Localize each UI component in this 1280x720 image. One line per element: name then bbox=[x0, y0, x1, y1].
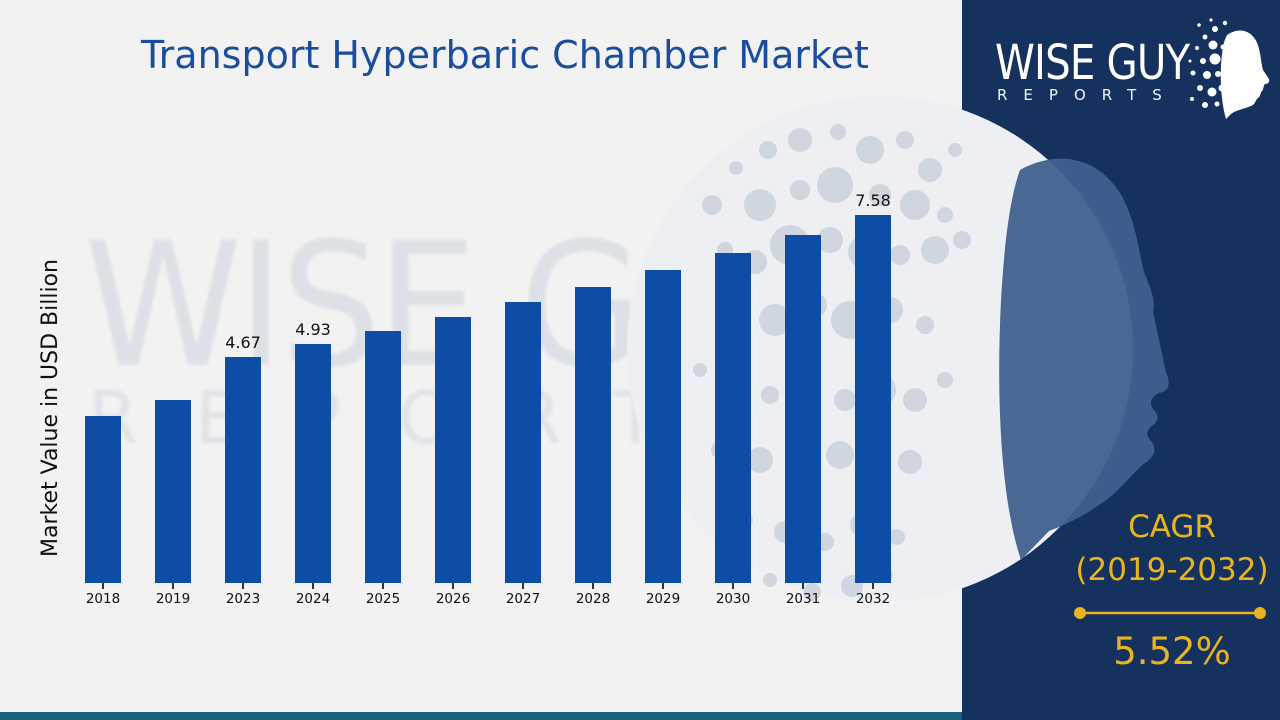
bar-2028 bbox=[575, 287, 611, 583]
bar-2031 bbox=[785, 235, 821, 583]
chart-title: Transport Hyperbaric Chamber Market bbox=[141, 33, 869, 77]
bar-2027 bbox=[505, 302, 541, 583]
x-axis-tick bbox=[312, 583, 314, 589]
cagr-value: 5.52% bbox=[1113, 630, 1231, 673]
x-tick-label-2030: 2030 bbox=[715, 591, 751, 607]
x-axis-tick bbox=[172, 583, 174, 589]
cagr-range: (2019-2032) bbox=[1075, 552, 1269, 588]
cagr-divider-line bbox=[1074, 607, 1266, 619]
bar-value-label-2023: 4.67 bbox=[225, 333, 261, 352]
x-tick-label-2019: 2019 bbox=[155, 591, 191, 607]
brand-logo-wordmark: WISE GUY bbox=[995, 35, 1190, 91]
x-tick-label-2029: 2029 bbox=[645, 591, 681, 607]
x-axis-tick bbox=[872, 583, 874, 589]
x-tick-label-2032: 2032 bbox=[855, 591, 891, 607]
cagr-label: CAGR bbox=[1128, 509, 1216, 545]
brand-logo-sub: REPORTS bbox=[997, 86, 1178, 104]
x-axis-tick bbox=[732, 583, 734, 589]
x-axis-tick bbox=[242, 583, 244, 589]
bar-2023 bbox=[225, 357, 261, 583]
bar-2018 bbox=[85, 416, 121, 583]
bar-2026 bbox=[435, 317, 471, 583]
x-tick-label-2024: 2024 bbox=[295, 591, 331, 607]
x-axis-tick bbox=[522, 583, 524, 589]
bar-2030 bbox=[715, 253, 751, 583]
x-tick-label-2031: 2031 bbox=[785, 591, 821, 607]
x-tick-label-2027: 2027 bbox=[505, 591, 541, 607]
x-axis-tick bbox=[102, 583, 104, 589]
x-tick-label-2028: 2028 bbox=[575, 591, 611, 607]
brand-logo-face-icon bbox=[1188, 18, 1270, 120]
bar-2019 bbox=[155, 400, 191, 583]
bar-2024 bbox=[295, 344, 331, 583]
x-axis-tick bbox=[802, 583, 804, 589]
bar-2025 bbox=[365, 331, 401, 583]
x-axis-tick bbox=[592, 583, 594, 589]
bar-2032 bbox=[855, 215, 891, 583]
bar-value-label-2032: 7.58 bbox=[855, 191, 891, 210]
x-tick-label-2026: 2026 bbox=[435, 591, 471, 607]
bar-value-label-2024: 4.93 bbox=[295, 320, 331, 339]
x-tick-label-2025: 2025 bbox=[365, 591, 401, 607]
x-tick-label-2018: 2018 bbox=[85, 591, 121, 607]
x-tick-label-2023: 2023 bbox=[225, 591, 261, 607]
x-axis-tick bbox=[662, 583, 664, 589]
x-axis-tick bbox=[382, 583, 384, 589]
bar-2029 bbox=[645, 270, 681, 583]
bottom-accent-strip bbox=[0, 712, 962, 720]
x-axis-tick bbox=[452, 583, 454, 589]
